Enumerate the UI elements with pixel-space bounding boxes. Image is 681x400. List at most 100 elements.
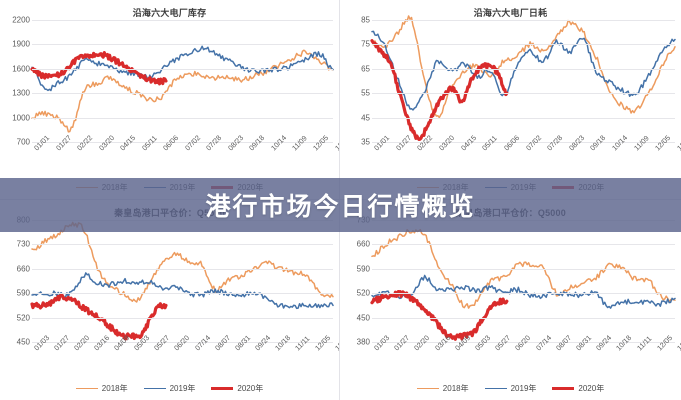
series-line-1 [372,16,675,118]
series-line-3 [372,292,507,340]
legend-swatch-icon [211,387,234,390]
plot-area-q5000 [372,220,675,343]
banner-title: 港行市场今日行情概览 [205,192,476,221]
legend-swatch-icon [75,388,98,389]
y-tick-label: 75 [361,39,370,49]
legend-item-2018年[interactable]: 2018年 [416,383,469,394]
x-tick-label: 12/31 [675,133,681,153]
gridline [372,142,675,143]
y-tick-label: 520 [16,313,30,323]
legend-swatch-icon [143,388,166,389]
y-tick-label: 1600 [12,64,30,74]
legend-label: 2019年 [169,384,196,393]
y-tick-label: 1300 [12,88,30,98]
gridline [32,293,333,295]
x-tick-label: 12/29 [675,333,681,353]
legend-label: 2019年 [510,384,537,393]
gridline [372,117,675,119]
gridline [32,342,333,343]
series-svg-q5000 [372,220,675,342]
y-tick-label: 85 [361,15,370,25]
gridline [372,317,675,319]
y-tick-label: 590 [16,288,30,298]
y-tick-label: 45 [361,113,370,123]
legend-item-2020年[interactable]: 2020年 [552,383,604,394]
series-line-1 [372,230,675,308]
legend-label: 2018年 [101,384,128,393]
chart-title-stock: 沿海六大电厂库存 [132,8,207,18]
plot-wrap-stock: 2200 1900 1600 1300 1000 700 01/01 01/27 02/22 0… [0,16,339,199]
y-tick-label: 450 [356,313,370,323]
chart-title-consumption: 沿海六大电厂日耗 [473,8,548,18]
gridline [32,117,333,119]
gridline [372,244,675,246]
plot-area-stock [32,20,333,143]
y-axis-consumption: 85 75 65 55 45 35 [342,16,370,147]
y-tick-label: 65 [361,64,370,74]
y-tick-label: 35 [361,137,370,147]
legend-item-2018年[interactable]: 2018年 [75,383,128,394]
y-tick-label: 55 [361,88,370,98]
y-tick-label: 450 [16,337,30,347]
gridline [372,342,675,343]
plot-area-q5500 [32,220,333,343]
gridline [32,44,333,46]
y-tick-label: 1900 [12,39,30,49]
plot-wrap-q5500: 800730660590520450 01/0301/2702/2003/160… [0,216,339,400]
legend-swatch-icon [484,388,507,389]
y-tick-label: 1000 [12,113,30,123]
legend-swatch-icon [552,387,575,390]
y-axis-q5500: 800730660590520450 [2,216,30,347]
series-svg-consumption [372,20,675,142]
x-axis-q5500: 01/03 01/27 02/20 03/16 04/09 05/03 05/27 06/20… [32,333,339,374]
legend-label: 2018年 [442,384,469,393]
y-tick-label: 380 [356,337,370,347]
gridline [32,244,333,246]
x-axis-consumption: 01/01 01/27 02/22 03/20 04/15 05/11 06/06 07/02… [372,133,681,174]
chart-panel-q5500: 秦皇岛港口平仓价：Q5500 800730660590520450 01/030… [0,200,340,400]
chart-panel-stock: 沿海六大电厂库存 2200 1900 1600 1300 1000 700 01/01 01… [0,0,340,200]
x-axis-stock: 01/01 01/27 02/22 03/20 04/15 05/11 06/06 07/02… [32,133,339,174]
series-svg-stock [32,20,333,142]
gridline [372,293,675,295]
x-axis-q5000: 01/03 01/27 02/20 03/16 04/09 05/03 05/27 06/20… [372,333,681,374]
series-line-1 [32,50,333,132]
series-line-3 [372,41,507,140]
y-tick-label: 520 [356,288,370,298]
plot-wrap-q5000: 730660590520450380 01/0301/2702/2003/160… [340,216,681,400]
legend-label: 2020年 [237,384,264,393]
legend-q5500: 2018年 2019年 2020年 [0,383,339,394]
legend-swatch-icon [416,388,439,389]
series-line-3 [32,295,166,339]
series-svg-q5500 [32,220,333,342]
legend-item-2019年[interactable]: 2019年 [484,383,537,394]
legend-q5000: 2018年 2019年 2020年 [340,383,681,394]
x-tick-label: 12/29 [333,333,340,353]
series-line-2 [32,273,333,308]
legend-item-2019年[interactable]: 2019年 [143,383,196,394]
gridline [32,68,333,70]
y-tick-label: 730 [16,239,30,249]
y-tick-label: 660 [16,264,30,274]
gridline [32,20,333,21]
plot-wrap-consumption: 85 75 65 55 45 35 01/01 01/27 02/22 03/20 04/15 05… [340,20,681,199]
overlay-banner: 港行市场今日行情概览 [0,178,681,232]
y-axis-stock: 2200 1900 1600 1300 1000 700 [2,16,30,147]
gridline [372,93,675,95]
gridline [32,268,333,270]
series-line-3 [32,53,166,84]
series-line-2 [32,46,333,90]
chart-panel-consumption: 沿海六大电厂日耗 85 75 65 55 45 35 01/01 01/27 02/22 03/… [340,0,681,200]
y-axis-q5000: 730660590520450380 [342,216,370,347]
gridline [372,268,675,270]
gridline [32,317,333,319]
x-tick-label: 12/31 [333,133,340,153]
gridline [372,20,675,21]
gridline [372,68,675,70]
y-tick-label: 590 [356,264,370,274]
gridline [372,44,675,46]
gridline [32,142,333,143]
legend-item-2020年[interactable]: 2020年 [211,383,263,394]
legend-label: 2020年 [578,384,605,393]
